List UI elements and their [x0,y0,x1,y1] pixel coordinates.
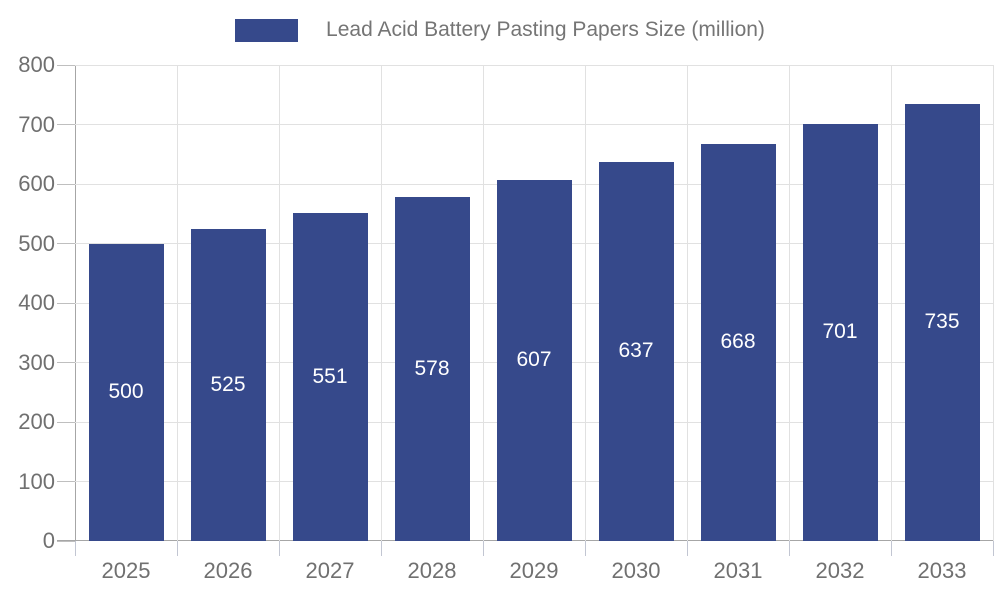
x-axis-tick [176,541,178,556]
y-axis-tick-label: 200 [18,409,55,434]
bar: 668 [700,143,776,541]
x-axis-tick-label: 2027 [305,558,355,583]
x-axis-tick [992,541,994,556]
legend-swatch [235,18,299,42]
x-axis-tick [74,541,76,556]
v-gridline [788,65,790,541]
v-gridline [278,65,280,541]
x-axis-tick-label: 2026 [203,558,253,583]
x-axis-tick [482,541,484,556]
y-axis-line [75,65,76,541]
bar-value-label: 701 [822,320,858,344]
bar: 525 [190,228,266,541]
x-axis-tick [278,541,280,556]
y-axis-tick [57,540,75,542]
x-axis-tick-label: 2033 [917,558,967,583]
y-axis-tick [57,64,75,66]
bar-value-label: 551 [312,365,348,389]
bar-value-label: 578 [414,357,450,381]
y-axis-tick-label: 600 [18,171,55,196]
bar-value-label: 500 [108,380,144,404]
legend-label: Lead Acid Battery Pasting Papers Size (m… [326,18,765,41]
y-axis-tick [57,183,75,185]
bar-value-label: 525 [210,372,246,396]
y-axis-tick-label: 700 [18,111,55,137]
y-axis-tick [57,362,75,363]
x-axis-tick [584,541,586,556]
y-axis-tick-label: 500 [18,230,55,256]
y-axis-tick [57,302,75,304]
x-axis-tick [380,541,382,556]
bar: 578 [394,197,470,541]
y-axis-tick-label: 800 [18,52,55,77]
h-gridline [75,64,993,66]
x-axis-tick [890,541,892,556]
bar: 735 [904,103,980,541]
y-axis-tick [57,124,75,125]
v-gridline [482,65,484,541]
x-axis-tick [788,541,790,556]
bar: 500 [88,243,164,541]
x-axis-tick-label: 2030 [611,558,661,583]
v-gridline [890,65,892,541]
v-gridline [686,65,688,541]
bar-value-label: 668 [720,330,756,354]
y-axis-tick [57,243,75,244]
x-axis-tick-label: 2029 [509,558,559,583]
v-gridline [992,65,994,541]
y-axis-tick-label: 0 [42,528,55,553]
y-axis-tick [57,481,75,482]
bar: 701 [802,123,878,541]
y-axis-tick-label: 300 [18,349,55,375]
bar: 637 [598,161,674,541]
x-axis-tick-label: 2028 [407,558,457,583]
v-gridline [584,65,586,541]
bar-value-label: 607 [516,348,552,372]
bar-value-label: 735 [924,310,960,334]
y-axis-tick-label: 100 [18,468,55,494]
x-axis-tick [686,541,688,556]
bar: 551 [292,213,368,541]
x-axis-tick-label: 2031 [713,558,763,583]
v-gridline [176,65,178,541]
y-axis-tick-label: 400 [18,290,55,315]
bar-chart-plot: 0 100 200 300 400 500 600 700 800 2025 2026 2027 202… [18,52,994,583]
v-gridline [380,65,382,541]
chart-legend[interactable]: Lead Acid Battery Pasting Papers Size (m… [0,18,1000,42]
x-axis-tick-label: 2025 [101,558,151,583]
bar: 607 [496,179,572,541]
bar-value-label: 637 [618,339,654,363]
x-axis-tick-label: 2032 [815,558,865,583]
y-axis-tick [57,421,75,423]
